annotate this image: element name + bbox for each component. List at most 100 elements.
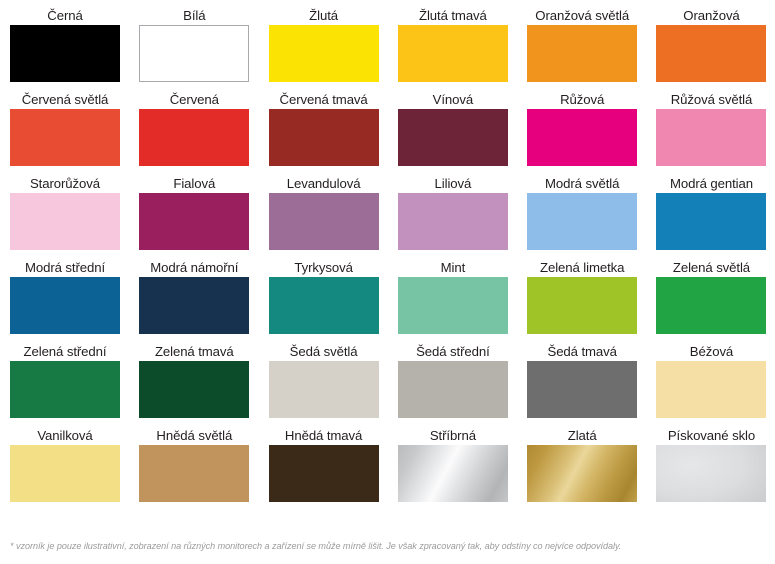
swatch-cell[interactable]: Pískované sklo <box>656 426 767 502</box>
swatch-label: Zelená limetka <box>540 260 625 275</box>
swatch-cell[interactable]: Mint <box>397 258 508 334</box>
swatch-label: Stříbrná <box>429 428 476 443</box>
swatch-cell[interactable]: Modrá střední <box>10 258 120 334</box>
swatch-color-chip[interactable] <box>397 445 508 502</box>
swatch-color-chip[interactable] <box>397 277 508 334</box>
swatch-color-chip[interactable] <box>268 361 379 418</box>
swatch-label: Bílá <box>183 8 206 23</box>
swatch-label: Červená světlá <box>21 92 109 107</box>
swatch-color-chip[interactable] <box>656 25 767 82</box>
swatch-label: Modrá střední <box>24 260 106 275</box>
swatch-color-chip[interactable] <box>10 25 120 82</box>
swatch-label: Vínová <box>432 92 474 107</box>
swatch-label: Hnědá tmavá <box>284 428 363 443</box>
swatch-cell[interactable]: Červená světlá <box>10 90 120 166</box>
swatch-color-chip[interactable] <box>139 109 250 166</box>
swatch-cell[interactable]: Modrá světlá <box>527 174 638 250</box>
swatch-cell[interactable]: Hnědá světlá <box>139 426 250 502</box>
swatch-label: Modrá námořní <box>150 260 239 275</box>
swatch-cell[interactable]: Zelená střední <box>10 342 120 418</box>
swatch-color-chip[interactable] <box>527 445 638 502</box>
swatch-cell[interactable]: Zelená světlá <box>656 258 767 334</box>
swatch-color-chip[interactable] <box>268 25 379 82</box>
swatch-color-chip[interactable] <box>656 361 767 418</box>
swatch-color-chip[interactable] <box>656 277 767 334</box>
swatch-cell[interactable]: Liliová <box>397 174 508 250</box>
swatch-label: Oranžová světlá <box>535 8 630 23</box>
swatch-cell[interactable]: Vínová <box>397 90 508 166</box>
swatch-color-chip[interactable] <box>656 193 767 250</box>
swatch-color-chip[interactable] <box>527 277 638 334</box>
swatch-label: Zelená střední <box>23 344 107 359</box>
swatch-color-chip[interactable] <box>527 25 638 82</box>
swatch-cell[interactable]: Růžová světlá <box>656 90 767 166</box>
swatch-color-chip[interactable] <box>527 109 638 166</box>
swatch-color-chip[interactable] <box>139 25 250 82</box>
swatch-color-chip[interactable] <box>527 193 638 250</box>
swatch-color-chip[interactable] <box>10 277 120 334</box>
swatch-cell[interactable]: Šedá světlá <box>268 342 379 418</box>
swatch-label: Hnědá světlá <box>156 428 233 443</box>
swatch-label: Liliová <box>434 176 472 191</box>
swatch-cell[interactable]: Vanilková <box>10 426 120 502</box>
swatch-color-chip[interactable] <box>268 109 379 166</box>
swatch-cell[interactable]: Bílá <box>139 6 250 82</box>
swatch-color-chip[interactable] <box>656 445 767 502</box>
swatch-cell[interactable]: Růžová <box>527 90 638 166</box>
swatch-color-chip[interactable] <box>397 25 508 82</box>
swatch-label: Růžová světlá <box>670 92 753 107</box>
swatch-cell[interactable]: Tyrkysová <box>268 258 379 334</box>
swatch-cell[interactable]: Šedá střední <box>397 342 508 418</box>
swatch-color-chip[interactable] <box>139 361 250 418</box>
swatch-cell[interactable]: Starorůžová <box>10 174 120 250</box>
swatch-color-chip[interactable] <box>10 361 120 418</box>
footnote-disclaimer: * vzorník je pouze ilustrativní, zobraze… <box>10 541 622 551</box>
swatch-color-chip[interactable] <box>268 277 379 334</box>
swatch-label: Červená <box>169 92 219 107</box>
swatch-cell[interactable]: Červená tmavá <box>268 90 379 166</box>
swatch-cell[interactable]: Stříbrná <box>397 426 508 502</box>
swatch-label: Zelená tmavá <box>154 344 234 359</box>
swatch-cell[interactable]: Levandulová <box>268 174 379 250</box>
swatch-label: Oranžová <box>683 8 740 23</box>
swatch-color-chip[interactable] <box>139 445 250 502</box>
swatch-cell[interactable]: Červená <box>139 90 250 166</box>
swatch-cell[interactable]: Žlutá <box>268 6 379 82</box>
swatch-color-chip[interactable] <box>656 109 767 166</box>
swatch-label: Tyrkysová <box>294 260 353 275</box>
swatch-cell[interactable]: Modrá námořní <box>139 258 250 334</box>
swatch-color-chip[interactable] <box>397 109 508 166</box>
swatch-label: Fialová <box>173 176 216 191</box>
swatch-cell[interactable]: Modrá gentian <box>656 174 767 250</box>
swatch-label: Starorůžová <box>29 176 100 191</box>
swatch-cell[interactable]: Oranžová světlá <box>527 6 638 82</box>
swatch-label: Šedá tmavá <box>547 344 617 359</box>
swatch-color-chip[interactable] <box>268 193 379 250</box>
swatch-cell[interactable]: Šedá tmavá <box>527 342 638 418</box>
swatch-color-chip[interactable] <box>10 109 120 166</box>
swatch-color-chip[interactable] <box>10 193 120 250</box>
swatch-label: Růžová <box>560 92 605 107</box>
swatch-color-chip[interactable] <box>397 193 508 250</box>
swatch-cell[interactable]: Béžová <box>656 342 767 418</box>
swatch-cell[interactable]: Žlutá tmavá <box>397 6 508 82</box>
swatch-cell[interactable]: Zelená limetka <box>527 258 638 334</box>
swatch-cell[interactable]: Oranžová <box>656 6 767 82</box>
swatch-color-chip[interactable] <box>527 361 638 418</box>
swatch-label: Šedá světlá <box>289 344 358 359</box>
swatch-label: Modrá gentian <box>669 176 753 191</box>
swatch-label: Vanilková <box>37 428 93 443</box>
swatch-cell[interactable]: Hnědá tmavá <box>268 426 379 502</box>
swatch-cell[interactable]: Černá <box>10 6 120 82</box>
swatch-color-chip[interactable] <box>139 193 250 250</box>
swatch-color-chip[interactable] <box>397 361 508 418</box>
swatch-color-chip[interactable] <box>268 445 379 502</box>
swatch-cell[interactable]: Zelená tmavá <box>139 342 250 418</box>
swatch-label: Zlatá <box>567 428 597 443</box>
swatch-cell[interactable]: Fialová <box>139 174 250 250</box>
swatch-label: Mint <box>440 260 466 275</box>
swatch-color-chip[interactable] <box>10 445 120 502</box>
swatch-color-chip[interactable] <box>139 277 250 334</box>
swatch-cell[interactable]: Zlatá <box>527 426 638 502</box>
